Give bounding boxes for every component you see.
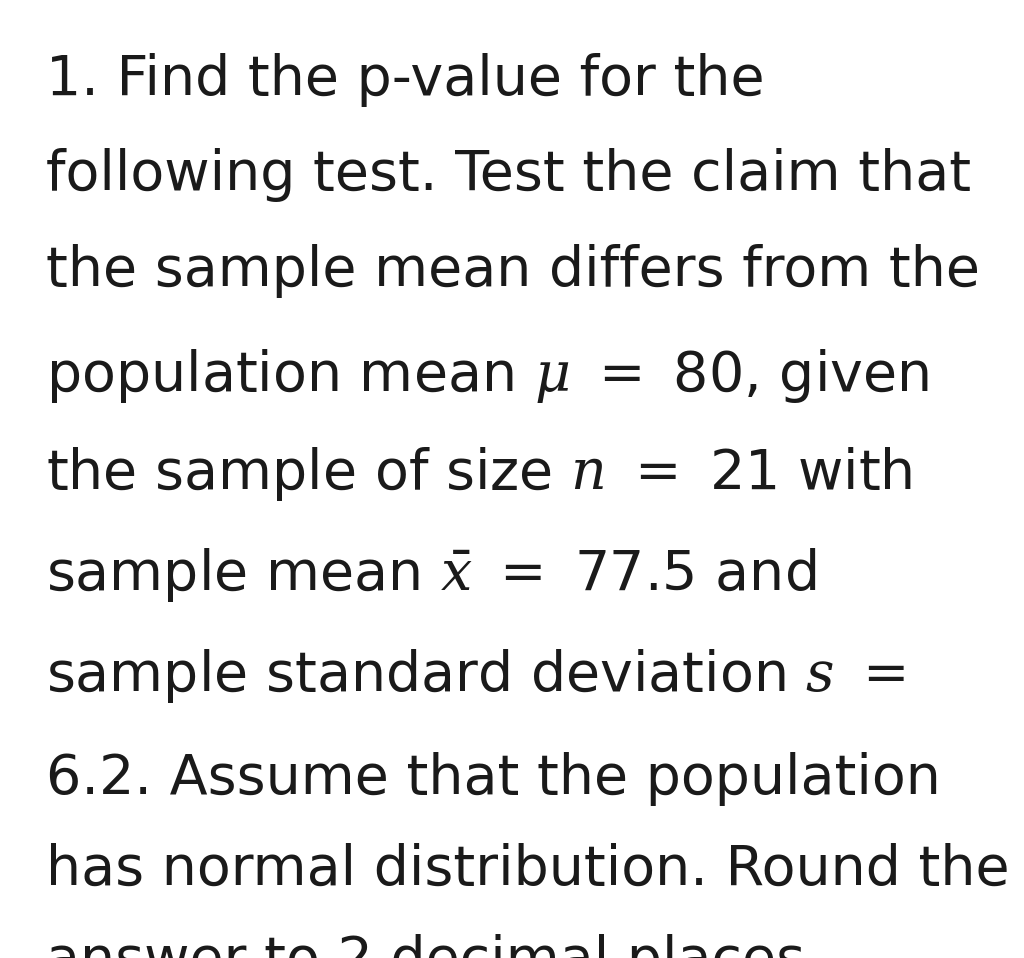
Text: has normal distribution. Round the: has normal distribution. Round the — [46, 843, 1010, 897]
Text: population mean $\mu$ $=$ 80, given: population mean $\mu$ $=$ 80, given — [46, 347, 929, 405]
Text: 1. Find the p-value for the: 1. Find the p-value for the — [46, 53, 765, 106]
Text: answer to 2 decimal places.: answer to 2 decimal places. — [46, 934, 823, 958]
Text: the sample mean differs from the: the sample mean differs from the — [46, 244, 980, 298]
Text: 6.2. Assume that the population: 6.2. Assume that the population — [46, 752, 941, 806]
Text: following test. Test the claim that: following test. Test the claim that — [46, 148, 971, 202]
Text: sample mean $\bar{x}$ $=$ 77.5 and: sample mean $\bar{x}$ $=$ 77.5 and — [46, 546, 816, 604]
Text: sample standard deviation $s$ $=$: sample standard deviation $s$ $=$ — [46, 647, 905, 705]
Text: the sample of size $n$ $=$ 21 with: the sample of size $n$ $=$ 21 with — [46, 445, 912, 504]
